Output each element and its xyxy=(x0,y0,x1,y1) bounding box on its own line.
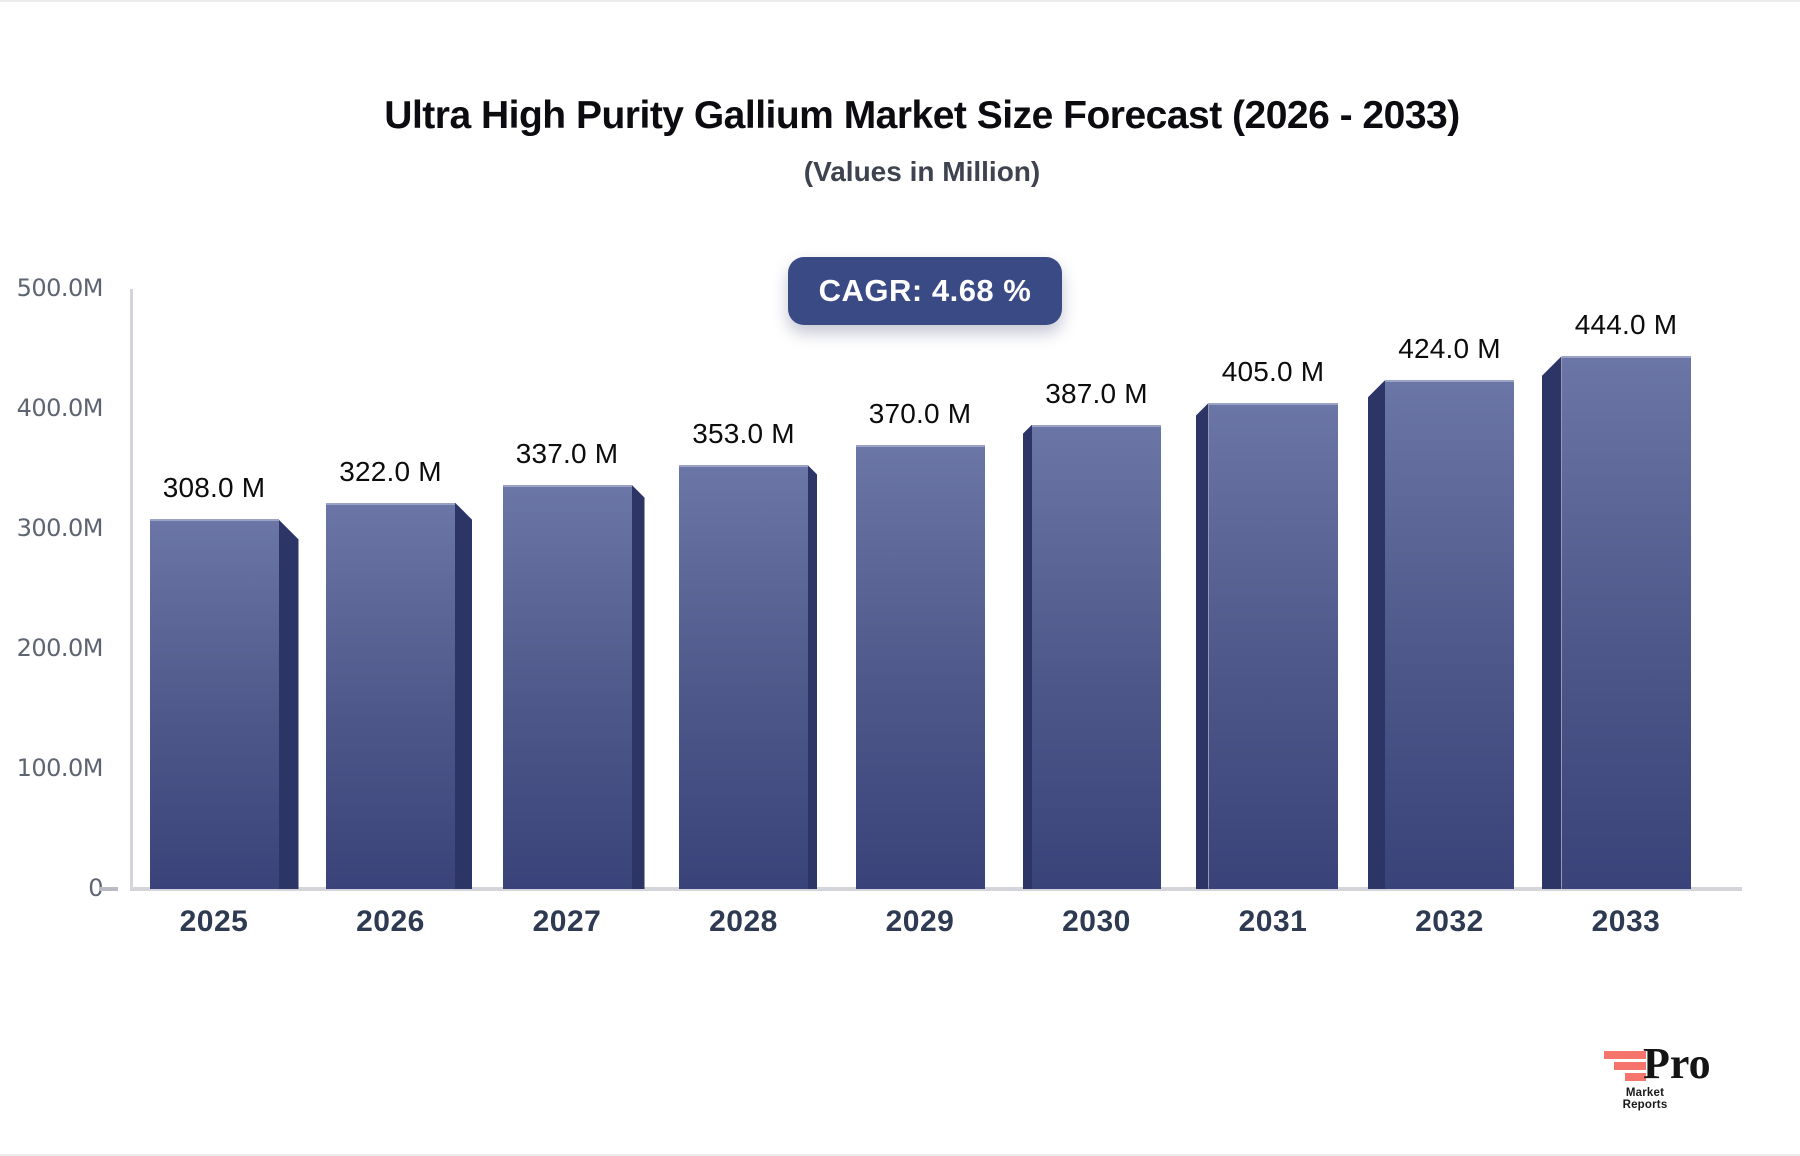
bar-2033 xyxy=(1561,356,1691,889)
bar-side-2030 xyxy=(1023,424,1032,889)
bar-side-2026 xyxy=(455,502,472,889)
bar-2031 xyxy=(1208,403,1338,889)
chart-header: Ultra High Purity Gallium Market Size Fo… xyxy=(44,94,1800,188)
logo-flag-icon xyxy=(1604,1051,1646,1084)
x-axis-line xyxy=(130,887,1742,891)
bar-value-label-2027: 337.0 M xyxy=(515,437,619,469)
x-label-2025: 2025 xyxy=(179,905,249,938)
y-tick-500.0M: 500.0M xyxy=(16,274,104,302)
y-tick-300.0M: 300.0M xyxy=(16,514,104,542)
x-label-2031: 2031 xyxy=(1238,905,1308,938)
bar-value-label-2032: 424.0 M xyxy=(1398,333,1501,365)
x-label-2033: 2033 xyxy=(1591,905,1661,938)
bar-2026 xyxy=(326,502,455,889)
bar-side-2032 xyxy=(1368,380,1385,889)
x-label-2026: 2026 xyxy=(356,905,425,938)
bar-value-label-2033: 444.0 M xyxy=(1574,309,1678,341)
bar-value-label-2025: 308.0 M xyxy=(162,472,266,504)
logo-flag-bar xyxy=(1625,1073,1646,1081)
x-label-2027: 2027 xyxy=(532,905,602,938)
y-axis-line xyxy=(130,289,133,891)
x-label-2028: 2028 xyxy=(709,905,778,938)
bar-2027 xyxy=(502,484,632,889)
x-label-2029: 2029 xyxy=(885,905,955,938)
bar-side-2025 xyxy=(278,519,299,889)
bar-value-label-2028: 353.0 M xyxy=(692,418,795,450)
chart-subtitle: (Values in Million) xyxy=(803,156,1041,187)
bar-value-label-2026: 322.0 M xyxy=(339,455,442,487)
bar-2030 xyxy=(1032,424,1161,889)
y-tick-400.0M: 400.0M xyxy=(16,394,104,422)
bar-2028 xyxy=(679,465,808,889)
bar-2032 xyxy=(1385,380,1514,889)
bar-side-2028 xyxy=(808,465,817,889)
bar-side-2027 xyxy=(631,484,645,889)
x-label-2032: 2032 xyxy=(1415,905,1484,938)
bar-side-2033 xyxy=(1541,356,1562,889)
y-tick-0: 0 xyxy=(88,874,103,902)
logo-tagline: Market Reports xyxy=(1622,1087,1668,1111)
bar-side-2031 xyxy=(1195,403,1209,889)
bar-2025 xyxy=(149,519,279,889)
bar-2029 xyxy=(855,445,985,889)
bar-value-label-2029: 370.0 M xyxy=(868,398,972,429)
bar-value-label-2030: 387.0 M xyxy=(1045,377,1148,409)
chart-title: Ultra High Purity Gallium Market Size Fo… xyxy=(384,94,1460,137)
logo: Pro Market Reports xyxy=(1604,1042,1711,1111)
bar-value-label-2031: 405.0 M xyxy=(1221,356,1325,387)
x-label-2030: 2030 xyxy=(1062,905,1131,938)
y-tick-200.0M: 200.0M xyxy=(16,634,104,662)
logo-row: Pro xyxy=(1604,1042,1711,1086)
y-zero-tick-dash xyxy=(99,887,118,891)
logo-flag-bar xyxy=(1614,1062,1646,1070)
logo-flag-bar xyxy=(1604,1051,1646,1059)
logo-name: Pro xyxy=(1643,1039,1711,1088)
cagr-badge: CAGR: 4.68 % xyxy=(788,257,1062,325)
y-tick-100.0M: 100.0M xyxy=(16,754,104,782)
